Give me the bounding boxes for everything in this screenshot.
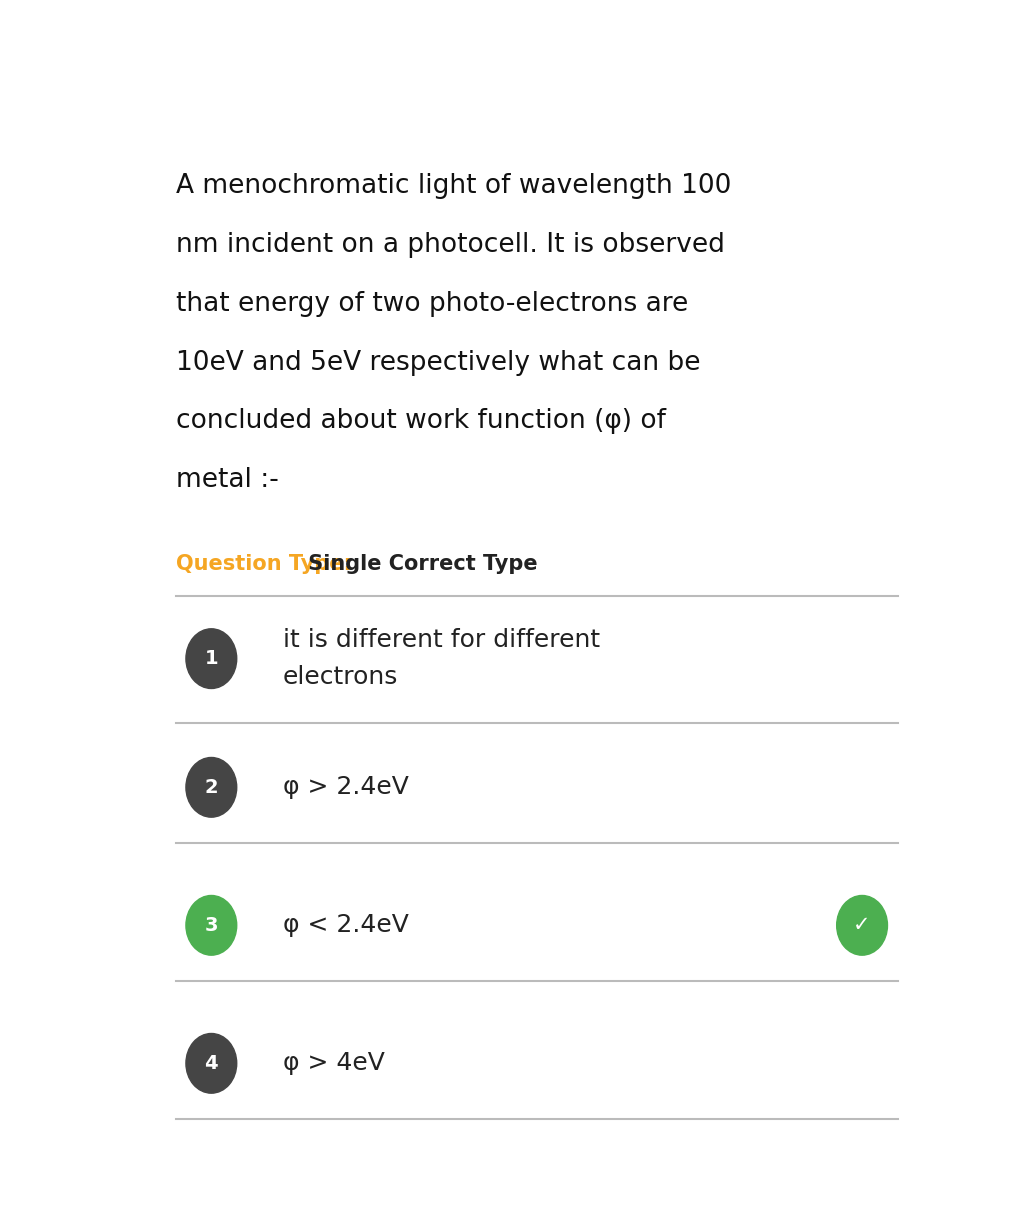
Text: φ < 2.4eV: φ < 2.4eV	[283, 913, 409, 937]
Text: 3: 3	[205, 916, 218, 935]
Text: φ > 2.4eV: φ > 2.4eV	[283, 775, 409, 799]
Text: Single Correct Type: Single Correct Type	[301, 553, 538, 574]
Text: 2: 2	[205, 777, 218, 797]
Text: that energy of two photo-electrons are: that energy of two photo-electrons are	[176, 291, 688, 317]
Text: 1: 1	[205, 649, 218, 668]
Text: concluded about work function (φ) of: concluded about work function (φ) of	[176, 408, 666, 435]
Text: 4: 4	[205, 1054, 218, 1073]
Circle shape	[186, 1033, 237, 1094]
Circle shape	[186, 895, 237, 955]
Text: metal :-: metal :-	[176, 467, 279, 493]
Text: A menochromatic light of wavelength 100: A menochromatic light of wavelength 100	[176, 173, 731, 200]
Circle shape	[837, 895, 888, 955]
Circle shape	[186, 629, 237, 689]
Circle shape	[186, 758, 237, 817]
Text: φ > 4eV: φ > 4eV	[283, 1051, 385, 1075]
Text: electrons: electrons	[283, 665, 398, 689]
Text: it is different for different: it is different for different	[283, 629, 600, 652]
Text: nm incident on a photocell. It is observed: nm incident on a photocell. It is observ…	[176, 233, 725, 258]
Text: 10eV and 5eV respectively what can be: 10eV and 5eV respectively what can be	[176, 350, 700, 375]
Text: ✓: ✓	[853, 916, 870, 935]
Text: Question Type:: Question Type:	[176, 553, 351, 574]
